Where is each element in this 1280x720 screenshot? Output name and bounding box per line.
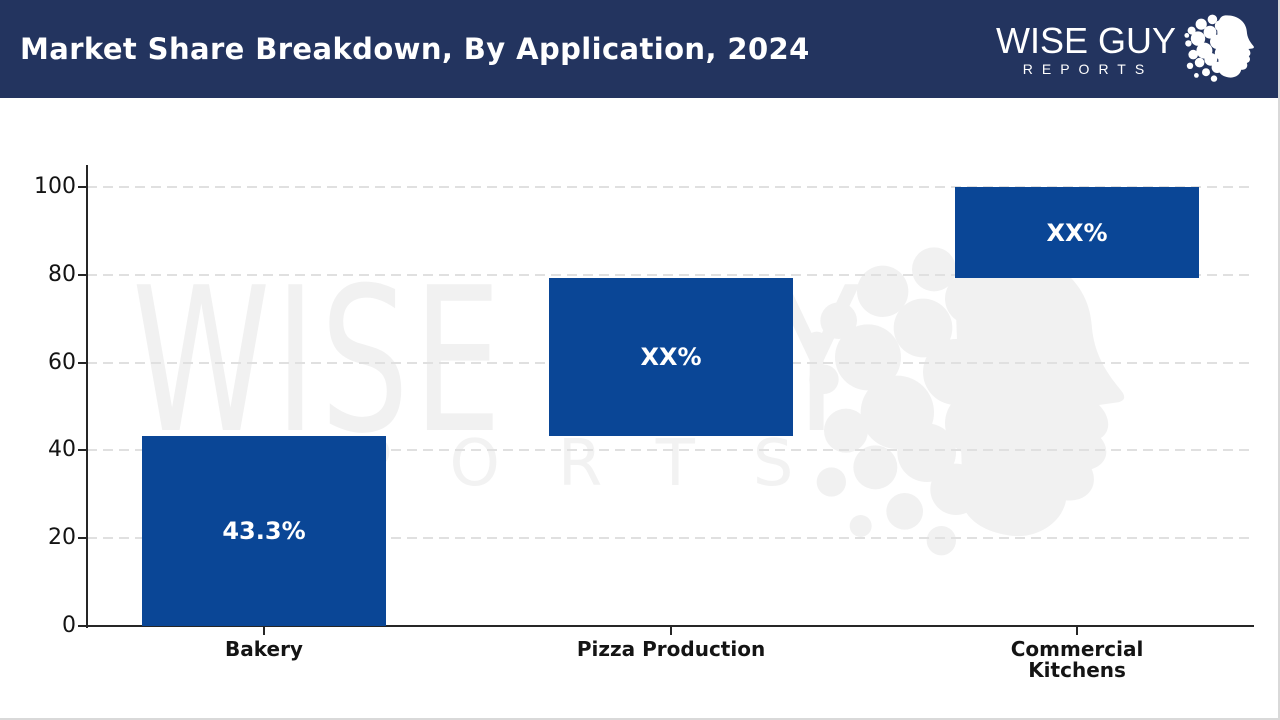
- y-axis-line: [86, 165, 88, 628]
- y-tick-60: [78, 361, 87, 364]
- brand-face-icon: [1184, 14, 1254, 82]
- gridline-20: [87, 537, 1253, 540]
- brand-logo-text: WISE GUY REPORTS: [995, 19, 1176, 77]
- y-tick-label-20: 20: [48, 525, 76, 551]
- x-tick-1: [670, 627, 673, 635]
- header-bar: Market Share Breakdown, By Application, …: [0, 0, 1280, 98]
- x-tick-2: [1076, 627, 1079, 635]
- page-title: Market Share Breakdown, By Application, …: [20, 32, 810, 66]
- bar-value-label: XX%: [1046, 218, 1108, 247]
- y-tick-label-0: 0: [62, 613, 76, 638]
- brand-logo: WISE GUY REPORTS: [996, 11, 1262, 87]
- x-category-label: Bakery: [225, 637, 303, 661]
- y-tick-label-80: 80: [48, 261, 76, 287]
- brand-name: WISE GUY: [995, 19, 1176, 61]
- bar-pizza-production: [549, 278, 794, 436]
- brand-subname: REPORTS: [1022, 60, 1154, 77]
- x-category-label: Pizza Production: [576, 637, 766, 661]
- y-tick-40: [78, 449, 87, 452]
- y-tick-label-60: 60: [48, 349, 76, 375]
- y-tick-80: [78, 273, 87, 276]
- y-tick-0: [78, 625, 87, 627]
- gridline-100: [87, 186, 1253, 188]
- bar-value-label: XX%: [640, 343, 702, 372]
- bar-bakery: [141, 435, 386, 626]
- x-category-label: Commercial Kitchens: [1010, 637, 1144, 682]
- x-tick-0: [262, 627, 265, 635]
- gridline-80: [87, 273, 1253, 276]
- y-tick-100: [78, 186, 87, 188]
- gridline-40: [87, 449, 1253, 452]
- x-axis-line: [86, 625, 1254, 627]
- bar-value-label: 43.3%: [222, 516, 306, 545]
- y-tick-20: [78, 537, 87, 540]
- y-tick-label-100: 100: [34, 174, 76, 199]
- y-tick-label-40: 40: [48, 437, 76, 463]
